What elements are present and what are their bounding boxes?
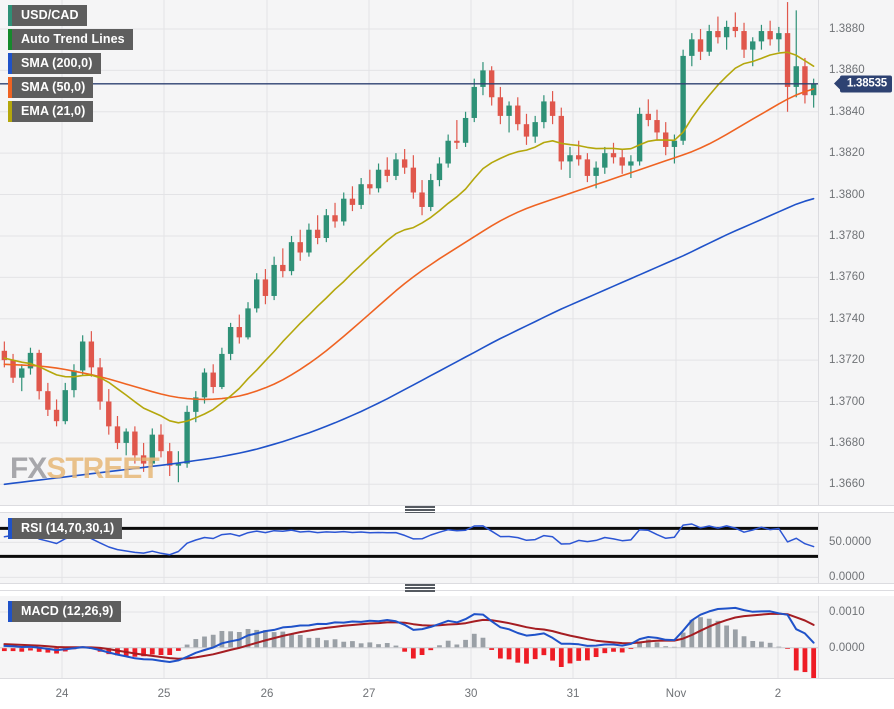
legend-label: SMA (50,0) (12, 77, 94, 98)
gridlines (0, 513, 818, 583)
ema-21-line (3, 51, 815, 424)
panel-resize-handle[interactable] (405, 584, 435, 592)
macd-axis[interactable]: 0.0010 0.0000 (818, 596, 894, 678)
price-axis-tick: 1.3800 (829, 188, 865, 201)
candlesticks (1, 2, 817, 483)
price-axis-tick: 1.3740 (829, 312, 865, 325)
price-axis-tick: 1.3820 (829, 147, 865, 160)
legend-item-sma-200[interactable]: SMA (200,0) (8, 53, 101, 74)
macd-line (3, 606, 815, 663)
macd-color-swatch (8, 601, 12, 622)
time-axis[interactable]: 24 25 26 27 30 31 Nov 2 (0, 678, 894, 709)
legend-color-swatch (8, 29, 12, 50)
macd-legend-label: MACD (12,26,9) (12, 601, 122, 622)
gridlines (0, 596, 818, 678)
price-axis-tick: 1.3680 (829, 436, 865, 449)
price-axis-tick: 1.3840 (829, 105, 865, 118)
price-axis-tick: 1.3880 (829, 22, 865, 35)
legend-label: EMA (21,0) (12, 101, 94, 122)
legend-item-sma-50[interactable]: SMA (50,0) (8, 77, 94, 98)
price-axis-tick: 1.3780 (829, 229, 865, 242)
current-price-badge: 1.38535 (839, 75, 892, 93)
macd-histogram (1, 617, 817, 678)
legend-label: Auto Trend Lines (12, 29, 133, 50)
legend-item-ema-21[interactable]: EMA (21,0) (8, 101, 94, 122)
time-axis-tick: 30 (464, 688, 478, 700)
price-axis-tick: 1.3760 (829, 271, 865, 284)
macd-signal-line (3, 612, 815, 660)
macd-axis-tick: 0.0010 (829, 606, 865, 619)
price-axis-tick: 1.3860 (829, 64, 865, 77)
panel-divider-rsi-macd[interactable] (0, 583, 894, 592)
price-axis-tick: 1.3660 (829, 478, 865, 491)
price-chart-panel[interactable]: 1.3880 1.3860 1.3840 1.3820 1.3800 1.3780 1.37… (0, 0, 894, 505)
sma-200-line (3, 197, 815, 486)
macd-axis-tick: 0.0000 (829, 641, 865, 654)
time-axis-tick: 27 (362, 688, 376, 700)
legend-label: USD/CAD (12, 5, 87, 26)
legend-color-swatch (8, 77, 12, 98)
time-axis-tick: 25 (157, 688, 171, 700)
price-axis-tick: 1.3720 (829, 354, 865, 367)
rsi-legend: RSI (14,70,30,1) (8, 518, 123, 539)
legend-color-swatch (8, 101, 12, 122)
rsi-panel[interactable]: 50.0000 0.0000 RSI (14,70,30,1) (0, 513, 894, 583)
time-axis-tick: 31 (566, 688, 580, 700)
rsi-axis-tick: 0.0000 (829, 571, 865, 583)
time-axis-tick: 26 (260, 688, 274, 700)
chart-legend: USD/CAD Auto Trend Lines SMA (200,0) SMA (5… (8, 5, 133, 125)
macd-panel[interactable]: 0.0010 0.0000 MACD (12,26,9) (0, 596, 894, 678)
sma-50-line (3, 88, 815, 401)
price-plot-area[interactable] (0, 0, 818, 505)
legend-color-swatch (8, 53, 12, 74)
legend-item-symbol[interactable]: USD/CAD (8, 5, 87, 26)
legend-item-auto-trend-lines[interactable]: Auto Trend Lines (8, 29, 133, 50)
rsi-color-swatch (8, 518, 12, 539)
panel-resize-handle[interactable] (405, 506, 435, 514)
rsi-legend-label: RSI (14,70,30,1) (12, 518, 123, 539)
rsi-axis[interactable]: 50.0000 0.0000 (818, 513, 894, 583)
panel-divider-price-rsi[interactable] (0, 505, 894, 514)
rsi-axis-tick: 50.0000 (829, 536, 872, 549)
time-axis-tick: 2 (774, 688, 782, 700)
price-axis-tick: 1.3700 (829, 395, 865, 408)
macd-plot-area[interactable] (0, 596, 818, 678)
rsi-line (3, 523, 815, 556)
time-axis-tick: Nov (665, 688, 687, 700)
time-axis-tick: 24 (55, 688, 69, 700)
legend-color-swatch (8, 5, 12, 26)
legend-label: SMA (200,0) (12, 53, 101, 74)
rsi-plot-area[interactable] (0, 513, 818, 583)
macd-legend: MACD (12,26,9) (8, 601, 122, 622)
